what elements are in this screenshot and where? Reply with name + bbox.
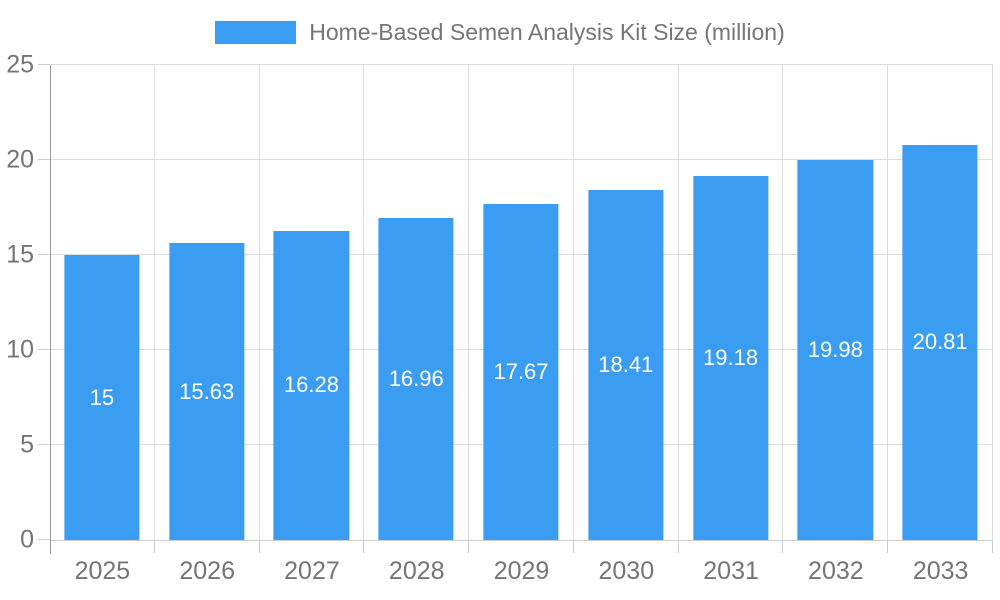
y-tick [38,64,50,65]
bar-value-label: 16.96 [388,365,444,391]
bar[interactable]: 16.28 [273,230,350,540]
bar[interactable]: 20.81 [902,144,978,540]
bar-slot: 17.67 [469,65,574,540]
x-axis-label: 2027 [284,557,340,585]
y-tick-label: 20 [6,145,34,174]
y-tick [38,159,50,160]
x-axis-label: 2025 [74,557,131,585]
x-axis-label: 2026 [179,557,235,585]
bar[interactable]: 15.63 [169,243,245,540]
x-tick [258,540,260,553]
bar[interactable]: 17.67 [483,204,559,540]
bar-value-label: 19.18 [703,344,759,370]
bar-value-label: 15 [89,384,115,410]
x-axis-label: 2030 [598,557,655,585]
y-tick [38,539,50,540]
y-axis-line [50,65,51,554]
bar-slot: 16.28 [260,65,365,540]
x-tick [677,540,679,553]
bar[interactable]: 16.96 [378,217,454,540]
bar-value-label: 17.67 [493,359,549,385]
bar-value-label: 19.98 [807,337,863,363]
y-tick-label: 0 [20,525,34,554]
x-axis-labels: 2025 2026 2027 2028 2029 2030 2031 2032 2033 [50,553,993,589]
legend-swatch-icon [215,21,297,44]
legend-item[interactable]: Home-Based Semen Analysis Kit Size (mill… [0,19,1000,46]
bar-value-label: 18.41 [598,352,654,378]
y-tick-label: 10 [6,335,34,364]
x-tick [468,540,470,553]
plot-slots: 15 15.63 16.28 16.96 17.67 18.41 19.18 19.98 20.… [50,65,994,540]
bar[interactable]: 19.98 [797,160,873,540]
y-tick [38,349,50,350]
x-tick [782,540,784,553]
plot-area: 15 15.63 16.28 16.96 17.67 18.41 19.18 19.98 20.… [6,52,994,554]
x-tick [153,540,155,553]
bar-slot: 18.41 [574,65,679,540]
x-axis-label: 2029 [493,557,550,585]
bar-slot: 19.18 [679,65,784,540]
x-tick [363,540,365,553]
bar-value-label: 16.28 [283,372,339,398]
bar-slot: 15 [50,65,155,540]
x-axis-label: 2033 [912,557,969,585]
y-tick [38,444,50,445]
bar-value-label: 15.63 [179,378,235,404]
x-tick [887,540,889,553]
legend-label: Home-Based Semen Analysis Kit Size (mill… [309,19,785,45]
x-tick [992,540,993,553]
x-tick [572,540,574,553]
x-axis-label: 2028 [388,557,445,585]
x-axis-label: 2032 [808,557,864,585]
y-tick-label: 15 [6,240,34,269]
bar[interactable]: 19.18 [692,175,769,540]
bar-slot: 20.81 [888,65,994,540]
y-tick-label: 5 [20,430,34,459]
y-tick [38,254,50,255]
bar-slot: 16.96 [364,65,470,540]
bar-slot: 15.63 [155,65,260,540]
x-axis-label: 2031 [703,557,759,585]
bar-slot: 19.98 [783,65,889,540]
bar[interactable]: 18.41 [588,190,664,540]
h-gridline [50,159,993,160]
y-tick-label: 25 [6,50,34,79]
bar[interactable]: 15 [64,255,140,540]
bar-value-label: 20.81 [912,329,968,355]
h-gridline [50,64,993,65]
